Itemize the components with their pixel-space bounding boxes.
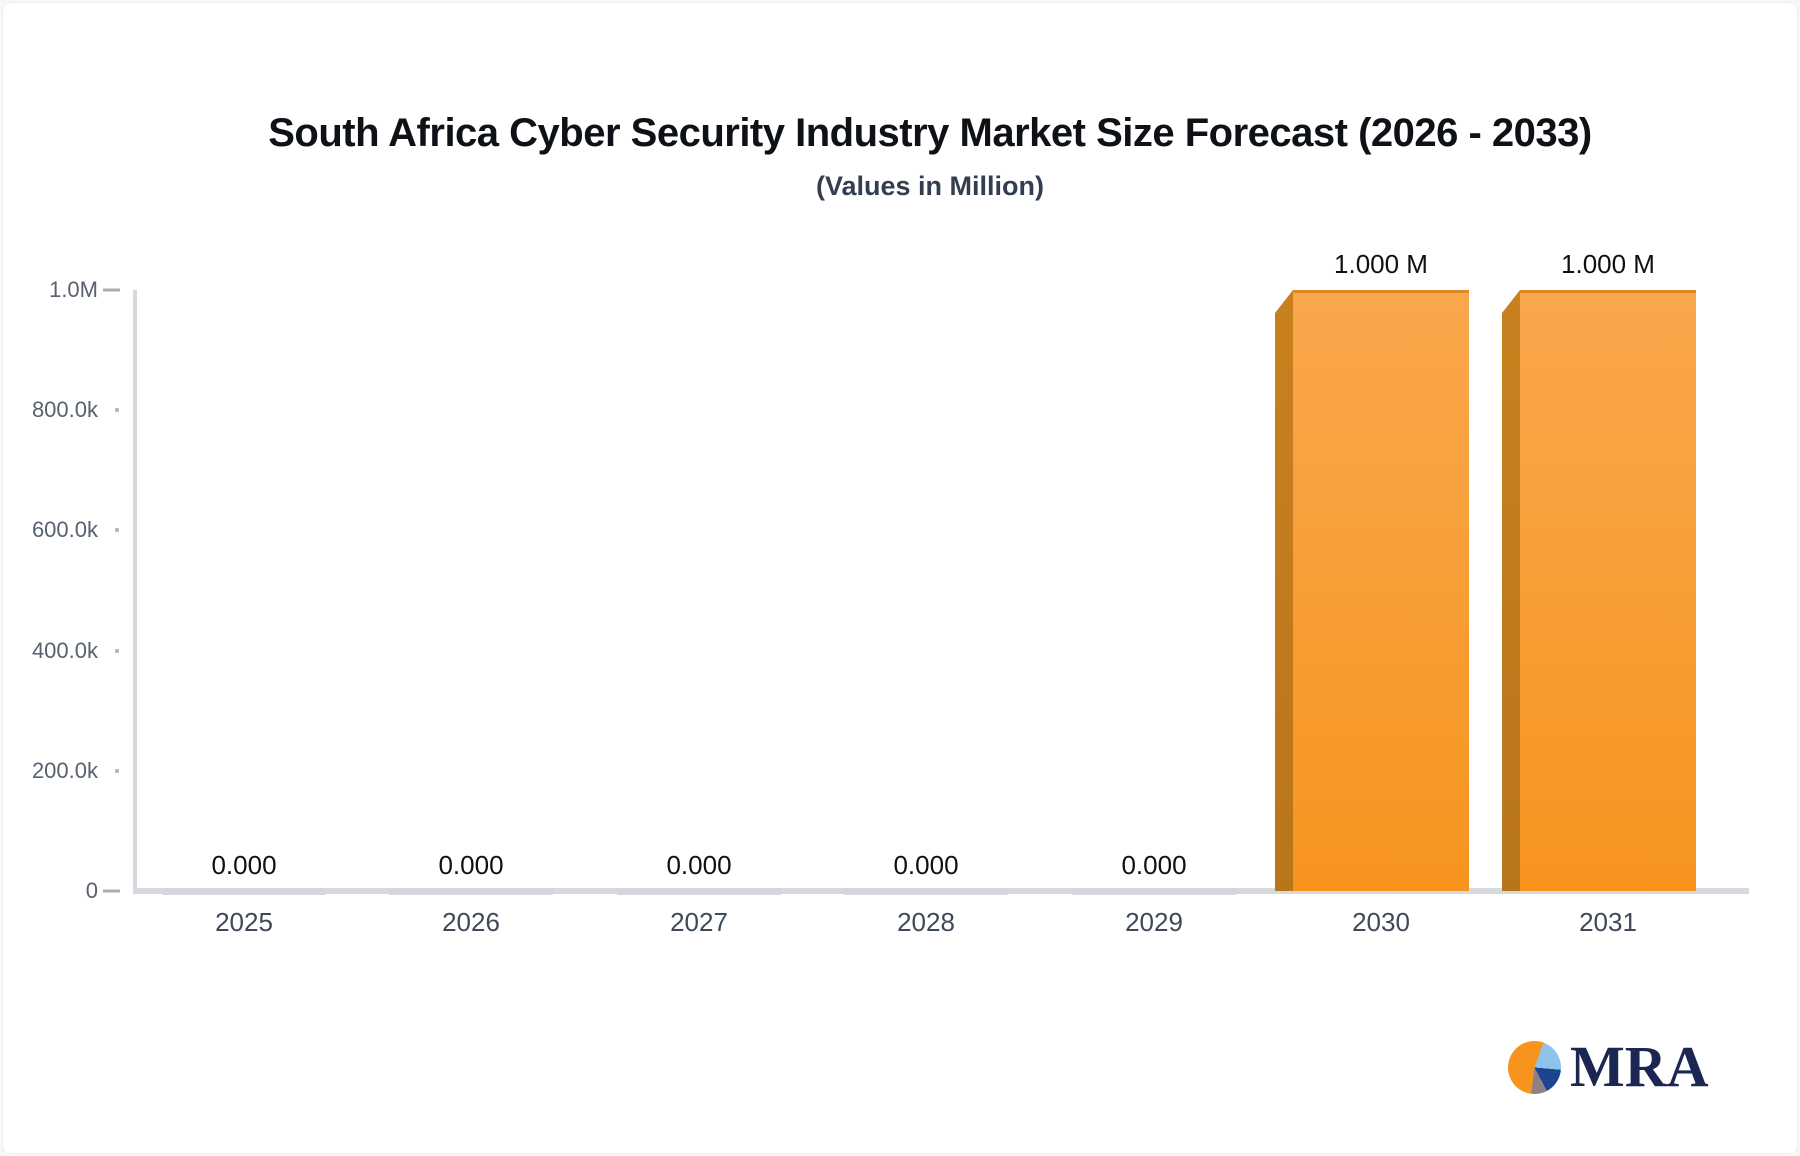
y-tick-mark — [115, 648, 119, 653]
x-axis-label: 2031 — [1579, 907, 1637, 937]
y-tick-label: 400.0k — [31, 637, 98, 663]
zero-bar — [843, 888, 1009, 895]
x-axis-label: 2027 — [670, 907, 728, 937]
bar-side-face — [1275, 290, 1293, 891]
bar-group-2027: 0.000 2027 — [611, 290, 787, 937]
x-axis-label: 2025 — [215, 907, 273, 937]
bar-value-label: 1.000 M — [1561, 249, 1655, 279]
bar-group-2028: 0.000 2028 — [838, 290, 1014, 937]
x-axis-label: 2030 — [1352, 907, 1410, 937]
bar — [1293, 290, 1469, 891]
y-tick-mark — [103, 889, 120, 893]
logo-text: MRA — [1570, 1034, 1709, 1099]
bar-side-face — [1502, 290, 1520, 891]
y-tick-mark — [115, 408, 119, 413]
chart-title: South Africa Cyber Security Industry Mar… — [268, 111, 1592, 155]
zero-bar — [388, 888, 554, 895]
y-tick-label: 0 — [85, 878, 98, 903]
bar-value-label: 0.000 — [893, 850, 959, 880]
bar-group-2026: 0.000 2026 — [383, 290, 559, 937]
zero-bar — [1071, 888, 1237, 895]
bar-value-label: 0.000 — [438, 850, 504, 880]
zero-bar — [161, 888, 327, 895]
y-tick-label: 800.0k — [31, 397, 98, 423]
y-tick-label: 600.0k — [31, 517, 98, 543]
x-axis-label: 2029 — [1125, 907, 1183, 937]
y-tick-mark — [115, 528, 119, 533]
chart-subtitle: (Values in Million) — [815, 171, 1045, 201]
x-axis-label: 2026 — [442, 907, 500, 937]
y-axis-line — [133, 290, 137, 893]
bar-value-label: 0.000 — [1121, 850, 1187, 880]
y-tick-label: 1.0M — [49, 277, 98, 302]
bar-group-2031: 1.000 M 2031 — [1502, 249, 1696, 937]
pie-chart-icon — [1508, 1040, 1561, 1094]
zero-bar — [616, 888, 782, 895]
bar-group-2029: 0.000 2029 — [1066, 290, 1242, 937]
mra-logo: MRA — [1508, 1037, 1709, 1097]
bar-value-label: 0.000 — [211, 850, 277, 880]
bar-value-label: 1.000 M — [1334, 249, 1428, 279]
bar — [1520, 290, 1696, 891]
bar-group-2030: 1.000 M 2030 — [1275, 249, 1469, 937]
bar-value-label: 0.000 — [666, 850, 732, 880]
bar-group-2025: 0.000 2025 — [156, 290, 332, 937]
y-tick-mark — [103, 288, 120, 292]
y-tick-mark — [115, 768, 119, 773]
plot-area: 0 200.0k 400.0k 600.0k 800.0k 1.0M 0.000 — [32, 249, 1749, 937]
y-tick-label: 200.0k — [31, 757, 98, 783]
x-axis-label: 2028 — [897, 907, 955, 937]
